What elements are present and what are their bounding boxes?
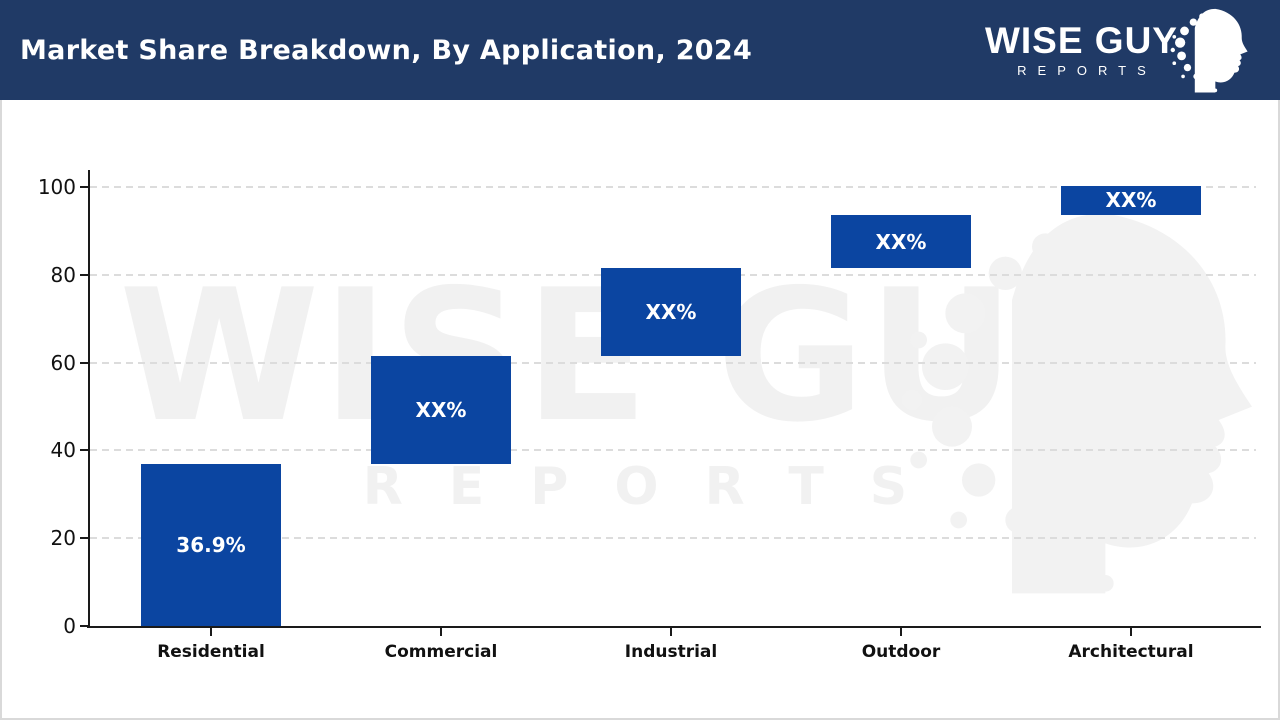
chart-area: WISE GUY REPORTS 0 20 40 60 80 100 36.9% Reside… [0, 100, 1280, 720]
page-title: Market Share Breakdown, By Application, … [20, 34, 753, 66]
y-tick [80, 449, 88, 452]
y-tick [80, 361, 88, 364]
x-tick [1130, 628, 1132, 636]
y-tick-label: 20 [50, 526, 76, 551]
y-tick [80, 537, 88, 540]
bar-architectural: XX% [1061, 185, 1201, 216]
bar-value-label: XX% [415, 397, 467, 422]
y-tick [80, 625, 88, 627]
bar-value-label: 36.9% [176, 532, 246, 557]
logo-wordmark-line1: WISE GUY [984, 20, 1178, 61]
gridline-100 [90, 186, 1256, 188]
header-banner: Market Share Breakdown, By Application, … [0, 0, 1280, 100]
y-tick-label: 0 [63, 614, 76, 638]
gridline-40 [90, 449, 1256, 452]
x-tick [900, 628, 902, 636]
bar-residential: 36.9% [141, 464, 281, 626]
x-tick [670, 628, 672, 636]
x-axis [87, 626, 1261, 628]
y-tick-label: 60 [50, 350, 76, 375]
x-category-label: Architectural [1068, 642, 1194, 662]
x-category-label: Commercial [384, 642, 498, 662]
bar-outdoor: XX% [831, 215, 971, 269]
bar-industrial: XX% [601, 268, 741, 356]
bar-value-label: XX% [875, 229, 927, 254]
x-tick [440, 628, 442, 636]
y-tick-label: 100 [37, 175, 76, 199]
gridline-20 [90, 537, 1256, 540]
bar-value-label: XX% [645, 300, 697, 325]
y-tick-label: 80 [50, 262, 76, 287]
bar-value-label: XX% [1105, 188, 1157, 213]
y-tick [80, 273, 88, 276]
brand-logo: WISE GUY REPORTS [985, 6, 1254, 94]
logo-wordmark-line2: REPORTS [1017, 63, 1157, 78]
logo-wordmark: WISE GUY REPORTS [985, 22, 1178, 78]
y-tick [80, 186, 88, 188]
x-category-label: Industrial [624, 642, 718, 662]
x-category-label: Outdoor [861, 642, 941, 662]
logo-head-icon [1170, 8, 1248, 93]
bar-commercial: XX% [371, 356, 511, 464]
y-tick-label: 40 [50, 438, 76, 463]
x-tick [210, 628, 212, 636]
x-category-label: Residential [157, 642, 265, 662]
y-axis [88, 170, 90, 628]
gridline-60 [90, 361, 1256, 364]
